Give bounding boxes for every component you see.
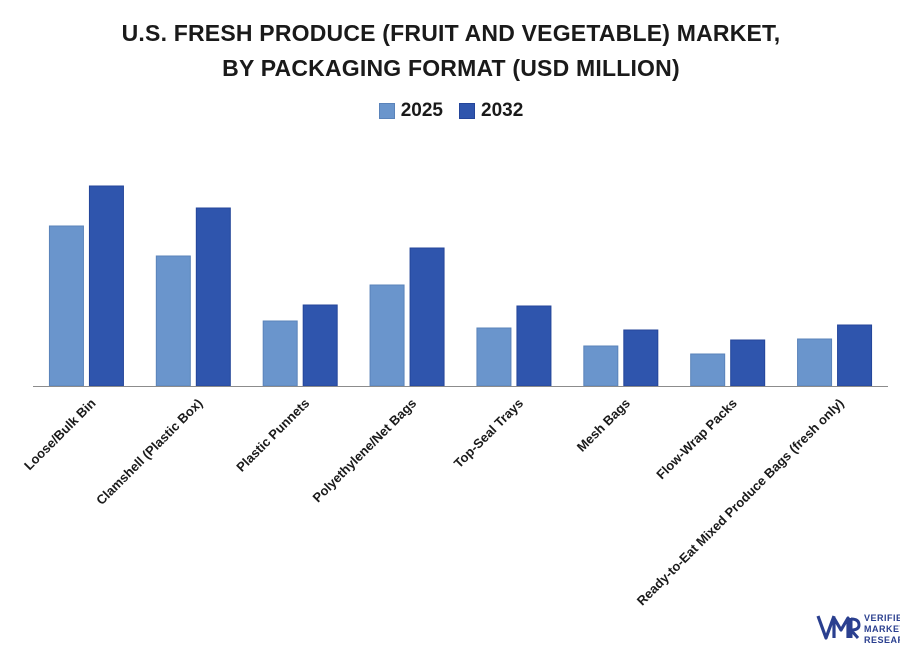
x-tick-label-0: Loose/Bulk Bin	[21, 395, 99, 473]
legend-item-2025: 2025	[378, 100, 443, 122]
bar-2025-5	[583, 345, 619, 387]
x-tick-label-3: Polyethylene/Net Bags	[309, 396, 419, 506]
x-tick-label-5: Mesh Bags	[574, 396, 633, 455]
verified-market-research-logo: VERIFIED MARKET RESEARCH	[816, 613, 900, 645]
bar-2032-1	[195, 207, 231, 387]
logo-text-verified: VERIFIED	[864, 613, 900, 623]
bar-2025-4	[476, 327, 512, 387]
bar-2032-3	[409, 247, 445, 387]
chart-title-line-1: U.S. FRESH PRODUCE (FRUIT AND VEGETABLE)…	[121, 20, 781, 46]
logo-mark-m	[832, 616, 850, 638]
logo-mark-r	[849, 617, 861, 639]
bar-2032-2	[302, 304, 338, 387]
bar-2025-2	[262, 320, 298, 387]
x-tick-label-7: Ready-to-Eat Mixed Produce Bags (fresh o…	[634, 396, 847, 609]
chart-legend: 2025 2032	[0, 100, 902, 122]
legend-label-2032: 2032	[481, 100, 524, 121]
legend-swatch-2025	[378, 103, 395, 119]
bar-2025-1	[155, 255, 191, 387]
logo-text-market: MARKET	[864, 624, 900, 634]
bar-2032-6	[730, 339, 766, 387]
bar-2032-7	[837, 324, 873, 387]
x-tick-label-2: Plastic Punnets	[233, 396, 312, 475]
logo-text-research: RESEARCH	[864, 635, 900, 645]
bar-2025-6	[690, 353, 726, 387]
legend-item-2032: 2032	[459, 100, 523, 122]
legend-swatch-2032	[459, 103, 475, 119]
legend-label-2025: 2025	[400, 100, 443, 121]
x-tick-label-4: Top-Seal Trays	[451, 396, 526, 471]
bar-2032-4	[516, 305, 552, 387]
x-tick-label-6: Flow-Wrap Packs	[653, 396, 740, 483]
chart-title-line-2: BY PACKAGING FORMAT (USD MILLION)	[222, 55, 680, 81]
logo-mark-v	[816, 615, 836, 640]
bar-2032-0	[88, 185, 124, 387]
x-tick-label-1: Clamshell (Plastic Box)	[93, 396, 205, 508]
bar-2025-7	[797, 338, 833, 387]
bar-2025-0	[48, 225, 84, 387]
bar-2025-3	[369, 284, 405, 387]
bar-2032-5	[623, 329, 659, 387]
